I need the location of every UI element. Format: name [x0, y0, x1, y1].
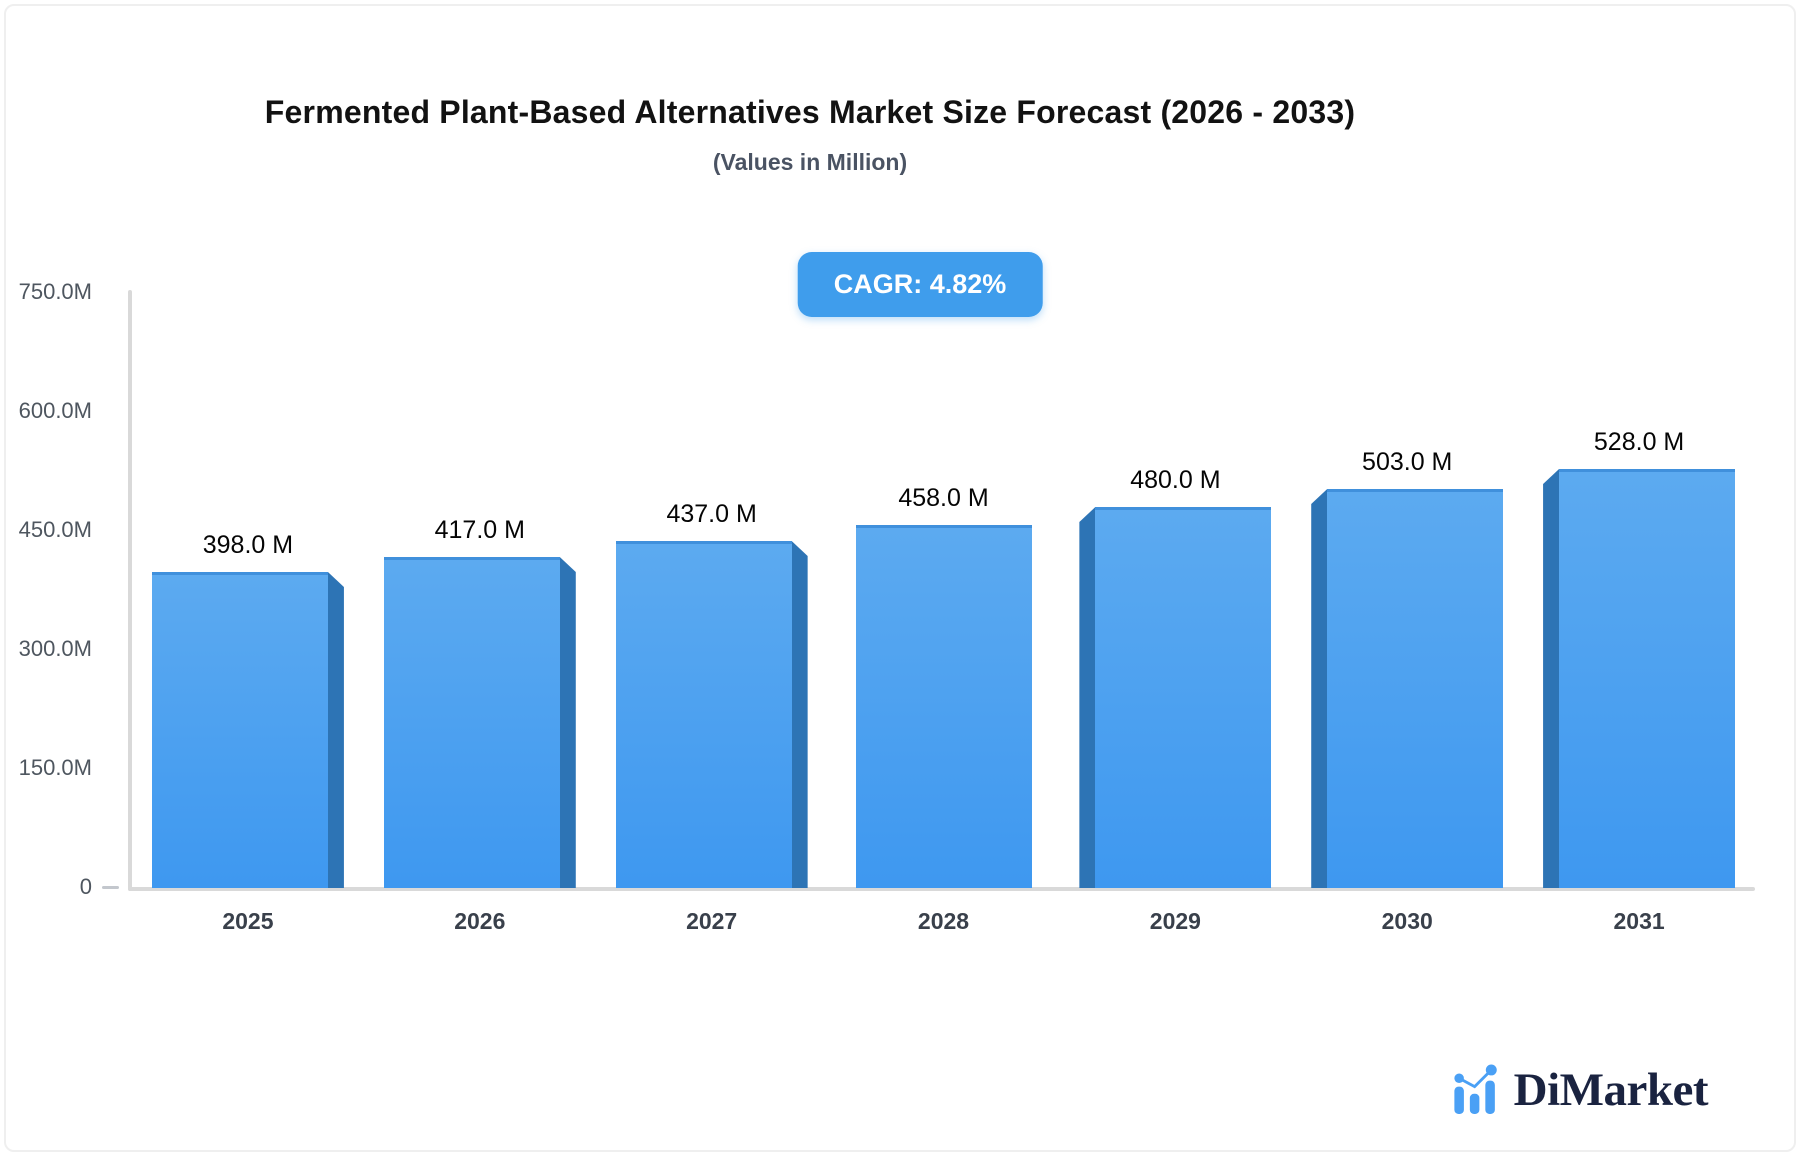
x-axis-year-label: 2030: [1381, 908, 1433, 934]
bar-chart-sparkline-icon: [1454, 1064, 1497, 1114]
chart-header: Fermented Plant-Based Alternatives Marke…: [0, 94, 1620, 176]
bar-chart-plot-area: 398.0 M 2025 417.0 M 2026 437.0 M 2027 458.0 M…: [132, 293, 1755, 934]
y-axis-tick-label: 750.0M: [18, 279, 92, 304]
x-axis-year-label: 2025: [222, 908, 274, 934]
bar-front-face: [1327, 489, 1504, 888]
bar-2029[interactable]: [1079, 507, 1272, 888]
bar-side-face: [327, 572, 344, 888]
bar-front-face: [1095, 507, 1272, 888]
bar-side-face: [791, 541, 808, 888]
bar-group-2027: 437.0 M 2027: [596, 293, 828, 934]
bar-2025[interactable]: [151, 572, 344, 888]
y-axis-tick-label: 300.0M: [18, 636, 92, 661]
bar-value-label: 503.0 M: [1362, 448, 1453, 476]
bar-side-face: [1311, 489, 1328, 888]
chart-title: Fermented Plant-Based Alternatives Marke…: [264, 94, 1356, 130]
x-axis-year-label: 2029: [1149, 908, 1201, 934]
bar-value-label: 437.0 M: [666, 500, 757, 528]
bar-front-face: [151, 572, 328, 888]
chart-subtitle: (Values in Million): [712, 149, 908, 175]
zero-tick-mark: [102, 886, 119, 889]
y-axis-labels: 750.0M 600.0M 450.0M 300.0M 150.0M 0: [0, 279, 92, 899]
bar-front-face: [1559, 469, 1736, 888]
bar-front-face: [855, 525, 1032, 888]
bar-group-2026: 417.0 M 2026: [364, 293, 596, 934]
bar-front-face: [383, 557, 560, 888]
bar-side-face: [1079, 507, 1096, 888]
bar-2027[interactable]: [615, 541, 808, 888]
y-axis-tick-label: 150.0M: [18, 755, 92, 780]
bar-value-label: 458.0 M: [898, 484, 989, 512]
bar-group-2030: 503.0 M 2030: [1291, 293, 1523, 934]
bar-2026[interactable]: [383, 557, 576, 888]
bar-group-2031: 528.0 M 2031: [1523, 293, 1755, 934]
dimarket-logo: DiMarket: [1453, 1064, 1709, 1116]
bar-2030[interactable]: [1311, 489, 1504, 888]
bar-group-2029: 480.0 M 2029: [1059, 293, 1291, 934]
y-axis-tick-label: 450.0M: [18, 517, 92, 542]
bar-2031[interactable]: [1543, 469, 1736, 888]
x-axis-year-label: 2026: [454, 908, 506, 934]
x-axis-year-label: 2031: [1613, 908, 1665, 934]
bar-value-label: 480.0 M: [1130, 466, 1221, 494]
x-axis-line: [128, 887, 1755, 891]
bar-group-2028: 458.0 M 2028: [828, 293, 1060, 934]
x-axis-year-label: 2028: [917, 908, 970, 934]
y-axis-tick-label: 600.0M: [18, 398, 92, 423]
y-axis-tick-label: 0: [79, 874, 92, 899]
bar-value-label: 417.0 M: [434, 516, 525, 544]
bar-value-label: 528.0 M: [1593, 428, 1685, 456]
bar-side-face: [559, 557, 576, 888]
y-axis-line: [128, 290, 132, 891]
bar-group-2025: 398.0 M 2025: [132, 293, 364, 934]
bar-side-face: [1543, 469, 1560, 888]
dimarket-logo-text: DiMarket: [1513, 1064, 1709, 1116]
x-axis-year-label: 2027: [686, 908, 738, 934]
bar-2028[interactable]: [855, 525, 1032, 888]
cagr-badge: CAGR: 4.82%: [797, 252, 1043, 317]
bar-front-face: [615, 541, 792, 888]
bar-value-label: 398.0 M: [202, 531, 294, 559]
